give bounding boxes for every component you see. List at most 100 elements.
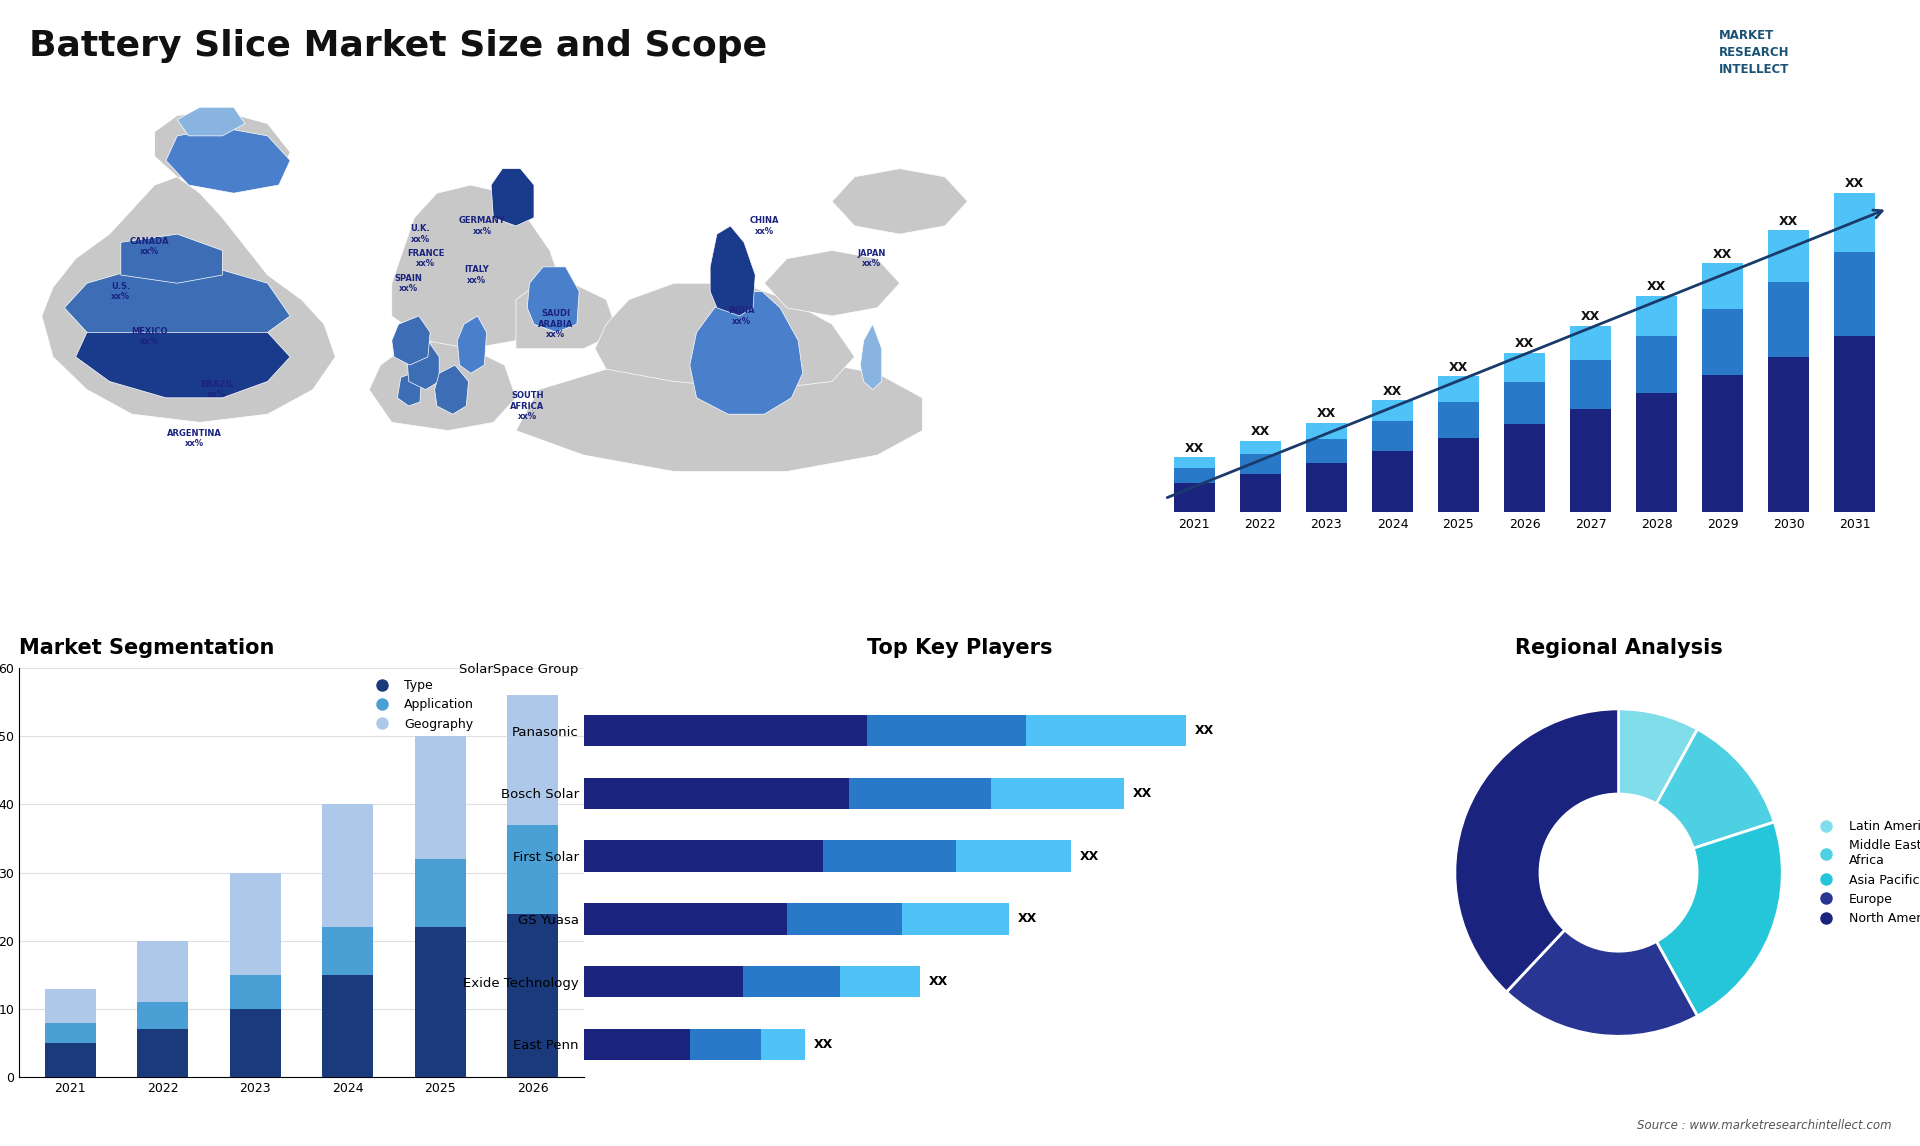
Bar: [584, 1029, 689, 1060]
Bar: [507, 913, 559, 1077]
Bar: [138, 1003, 188, 1029]
Bar: [230, 1008, 280, 1077]
Text: Source : www.marketresearchintellect.com: Source : www.marketresearchintellect.com: [1636, 1120, 1891, 1132]
Polygon shape: [65, 267, 290, 332]
Polygon shape: [710, 226, 755, 316]
Bar: [1438, 438, 1478, 512]
Wedge shape: [1657, 729, 1774, 848]
Bar: [584, 840, 824, 872]
Bar: [1571, 409, 1611, 512]
Text: XX: XX: [1515, 337, 1534, 351]
Text: INDIA
xx%: INDIA xx%: [728, 306, 755, 325]
Wedge shape: [1657, 822, 1782, 1017]
Bar: [824, 840, 956, 872]
Polygon shape: [516, 356, 922, 471]
Polygon shape: [397, 374, 420, 406]
Bar: [1768, 230, 1809, 282]
Bar: [323, 975, 372, 1077]
Bar: [138, 1029, 188, 1077]
Bar: [1636, 393, 1676, 512]
Bar: [1768, 282, 1809, 358]
Text: SPAIN
xx%: SPAIN xx%: [396, 274, 422, 293]
Text: U.K.
xx%: U.K. xx%: [411, 225, 430, 244]
Bar: [323, 804, 372, 927]
Text: XX: XX: [1450, 361, 1469, 374]
Wedge shape: [1455, 709, 1619, 992]
Polygon shape: [121, 234, 223, 283]
Bar: [787, 903, 902, 934]
Bar: [507, 696, 559, 825]
Bar: [1438, 402, 1478, 438]
Bar: [138, 941, 188, 1003]
Text: ARGENTINA
xx%: ARGENTINA xx%: [167, 429, 221, 448]
Polygon shape: [392, 185, 561, 348]
Polygon shape: [689, 291, 803, 414]
Bar: [956, 840, 1071, 872]
Text: CHINA
xx%: CHINA xx%: [749, 217, 780, 236]
Text: XX: XX: [1580, 311, 1599, 323]
Bar: [760, 1029, 804, 1060]
Text: MEXICO
xx%: MEXICO xx%: [131, 327, 167, 346]
Bar: [1701, 375, 1743, 512]
Bar: [1503, 424, 1546, 512]
Text: SAUDI
ARABIA
xx%: SAUDI ARABIA xx%: [538, 309, 574, 339]
Legend: Latin America, Middle East &
Africa, Asia Pacific, Europe, North America: Latin America, Middle East & Africa, Asi…: [1809, 815, 1920, 931]
Polygon shape: [595, 283, 854, 390]
Bar: [1373, 452, 1413, 512]
Text: XX: XX: [1317, 407, 1336, 421]
Polygon shape: [516, 283, 618, 348]
Polygon shape: [42, 176, 336, 423]
Legend: Type, Application, Geography: Type, Application, Geography: [365, 674, 478, 736]
Bar: [415, 860, 465, 927]
Polygon shape: [434, 366, 468, 414]
Bar: [1438, 376, 1478, 402]
Bar: [1027, 715, 1187, 746]
Bar: [1503, 383, 1546, 424]
Text: SOUTH
AFRICA
xx%: SOUTH AFRICA xx%: [511, 391, 545, 421]
Polygon shape: [369, 340, 516, 431]
Bar: [1240, 473, 1281, 512]
Bar: [902, 903, 1008, 934]
Bar: [1571, 325, 1611, 360]
Bar: [689, 1029, 760, 1060]
Polygon shape: [528, 267, 580, 332]
Bar: [1306, 423, 1348, 439]
Bar: [1571, 360, 1611, 409]
Bar: [1240, 454, 1281, 473]
Bar: [415, 736, 465, 860]
Bar: [584, 715, 868, 746]
Bar: [1636, 336, 1676, 393]
Text: XX: XX: [1382, 385, 1402, 398]
Bar: [1173, 468, 1215, 482]
Text: Battery Slice Market Size and Scope: Battery Slice Market Size and Scope: [29, 29, 766, 63]
Bar: [1306, 463, 1348, 512]
Text: XX: XX: [929, 975, 948, 988]
Text: XX: XX: [1079, 849, 1098, 863]
Text: XX: XX: [1133, 787, 1152, 800]
Text: XX: XX: [1194, 724, 1213, 737]
Polygon shape: [177, 108, 246, 136]
Bar: [1834, 193, 1876, 252]
Bar: [1373, 422, 1413, 452]
Bar: [1636, 296, 1676, 336]
Title: Top Key Players: Top Key Players: [868, 638, 1052, 658]
Text: XX: XX: [1780, 214, 1799, 228]
Bar: [1503, 353, 1546, 383]
Bar: [1701, 309, 1743, 375]
Bar: [849, 778, 991, 809]
Polygon shape: [764, 251, 900, 316]
Bar: [44, 989, 96, 1022]
Wedge shape: [1619, 709, 1697, 803]
Bar: [584, 966, 743, 997]
Text: XX: XX: [1845, 178, 1864, 190]
Bar: [584, 903, 787, 934]
Text: ITALY
xx%: ITALY xx%: [465, 266, 490, 284]
Polygon shape: [75, 316, 290, 398]
Polygon shape: [165, 127, 290, 194]
Bar: [44, 1043, 96, 1077]
Bar: [868, 715, 1027, 746]
Polygon shape: [457, 316, 486, 374]
Text: CANADA
xx%: CANADA xx%: [129, 237, 169, 256]
Bar: [1834, 252, 1876, 336]
Text: FRANCE
xx%: FRANCE xx%: [407, 249, 444, 268]
